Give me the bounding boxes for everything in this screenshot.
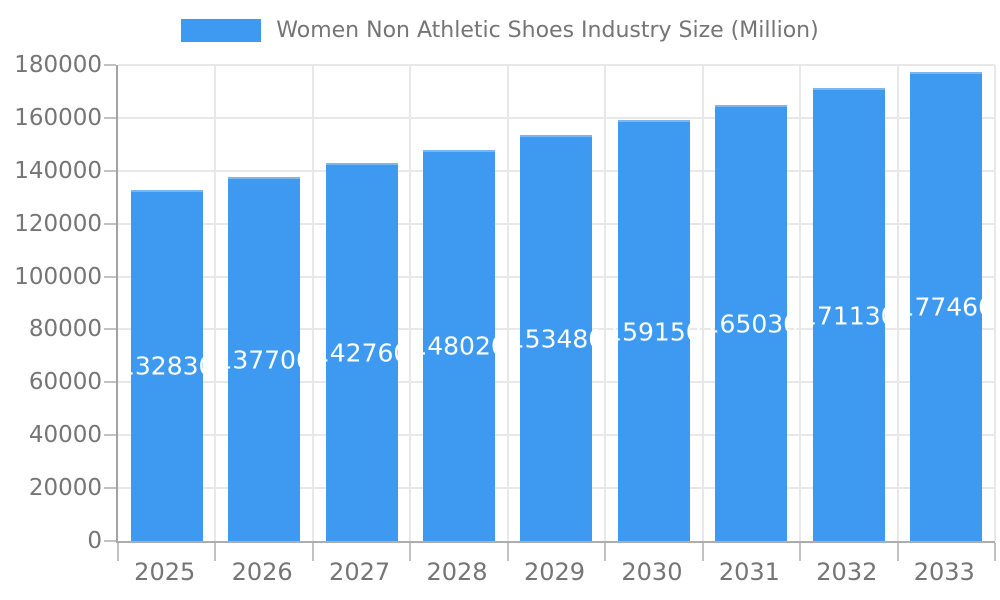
bar: 159150: [606, 120, 702, 541]
bar-value-label: 177460: [898, 292, 994, 322]
bar: 132830: [119, 189, 214, 541]
bar-category: 142760: [313, 65, 410, 541]
x-tick-label: 2030: [621, 558, 683, 586]
y-tick-label: 40000: [28, 422, 102, 449]
y-axis-tick: [104, 487, 116, 490]
y-axis-tick: [104, 116, 116, 119]
chart-legend: Women Non Athletic Shoes Industry Size (…: [0, 18, 1000, 43]
bar-category: 148020: [410, 65, 507, 541]
gridline-vertical: [994, 65, 996, 541]
x-tick-label: 2031: [718, 558, 780, 586]
gridline-horizontal: [118, 116, 995, 119]
y-axis-tick: [104, 381, 116, 384]
x-axis-tick: [701, 543, 704, 561]
bar-category: 159150: [605, 65, 702, 541]
bar: 177460: [899, 71, 994, 541]
bar-value-label: 171130: [801, 301, 897, 331]
bar-category: 137700: [215, 65, 312, 541]
y-tick-label: 100000: [14, 263, 102, 290]
bar: 171130: [801, 88, 897, 541]
bar-value-label: 142760: [313, 338, 410, 368]
bar-category: 165030: [703, 65, 800, 541]
bar-value-label: 165030: [703, 309, 800, 339]
bar: 137700: [216, 176, 312, 541]
bar-value-label: 132830: [119, 351, 215, 381]
bar-category: 153480: [508, 65, 605, 541]
y-axis-tick: [104, 64, 116, 66]
x-tick-label: 2033: [913, 558, 975, 586]
y-tick-label: 0: [87, 528, 102, 554]
y-axis-tick: [104, 222, 116, 225]
gridline-vertical: [701, 65, 704, 541]
x-axis-tick: [214, 543, 217, 561]
bar: 153480: [509, 135, 604, 541]
bar-category: 177460: [898, 65, 995, 541]
x-tick-label: 2032: [816, 558, 878, 586]
legend-swatch: [181, 19, 262, 42]
y-axis-tick: [104, 169, 116, 172]
x-tick-label: 2029: [523, 558, 586, 586]
gridline-horizontal: [118, 64, 995, 66]
bar-value-label: 148020: [411, 331, 507, 361]
y-axis-tick: [104, 328, 116, 331]
y-axis-labels: 0 20000 40000 60000 80000 100000 120000 140000 1…: [0, 53, 102, 553]
y-axis-tick: [104, 540, 116, 542]
bar: 165030: [704, 104, 799, 541]
y-tick-label: 160000: [14, 104, 102, 131]
gridline-vertical: [214, 65, 217, 541]
x-axis-tick: [896, 543, 899, 561]
x-axis-tick: [117, 543, 119, 561]
x-axis-tick: [311, 543, 314, 561]
x-axis-tick: [604, 543, 607, 561]
y-tick-label: 140000: [14, 157, 102, 184]
x-tick-label: 2028: [426, 558, 488, 586]
bar-category: 171130: [800, 65, 897, 541]
y-tick-label: 120000: [14, 210, 102, 237]
y-tick-label: 20000: [28, 475, 102, 502]
x-tick-label: 2027: [329, 558, 391, 586]
gridline-vertical: [896, 65, 899, 541]
x-axis-tick: [506, 543, 509, 561]
gridline-vertical: [311, 65, 314, 541]
gridline-vertical: [604, 65, 607, 541]
x-axis-tick: [409, 543, 412, 561]
x-axis-tick: [994, 543, 996, 561]
bar-value-label: 159150: [606, 317, 702, 347]
x-axis-tick: [799, 543, 802, 561]
bar-value-label: 153480: [508, 324, 605, 354]
y-axis-tick: [104, 275, 116, 278]
gridline-vertical: [409, 65, 412, 541]
x-axis-labels: 2025 2026 2027 2028 2029 2030 2031 2032 2033: [116, 558, 993, 590]
y-axis-tick: [104, 434, 116, 437]
bar: 148020: [411, 149, 507, 541]
legend-title: Women Non Athletic Shoes Industry Size (…: [276, 18, 819, 43]
bar-value-label: 137700: [216, 345, 312, 375]
gridline-vertical: [506, 65, 509, 541]
bar: 142760: [314, 163, 409, 541]
y-tick-label: 80000: [28, 316, 102, 343]
x-tick-label: 2026: [231, 558, 293, 586]
y-tick-label: 180000: [14, 52, 102, 78]
x-tick-label: 2025: [134, 558, 196, 586]
plot-area: 132830 137700 142760 148020 153480 159150 1650…: [104, 64, 996, 561]
gridline-vertical: [799, 65, 802, 541]
y-tick-label: 60000: [28, 369, 102, 396]
bar-category: 132830: [118, 65, 215, 541]
